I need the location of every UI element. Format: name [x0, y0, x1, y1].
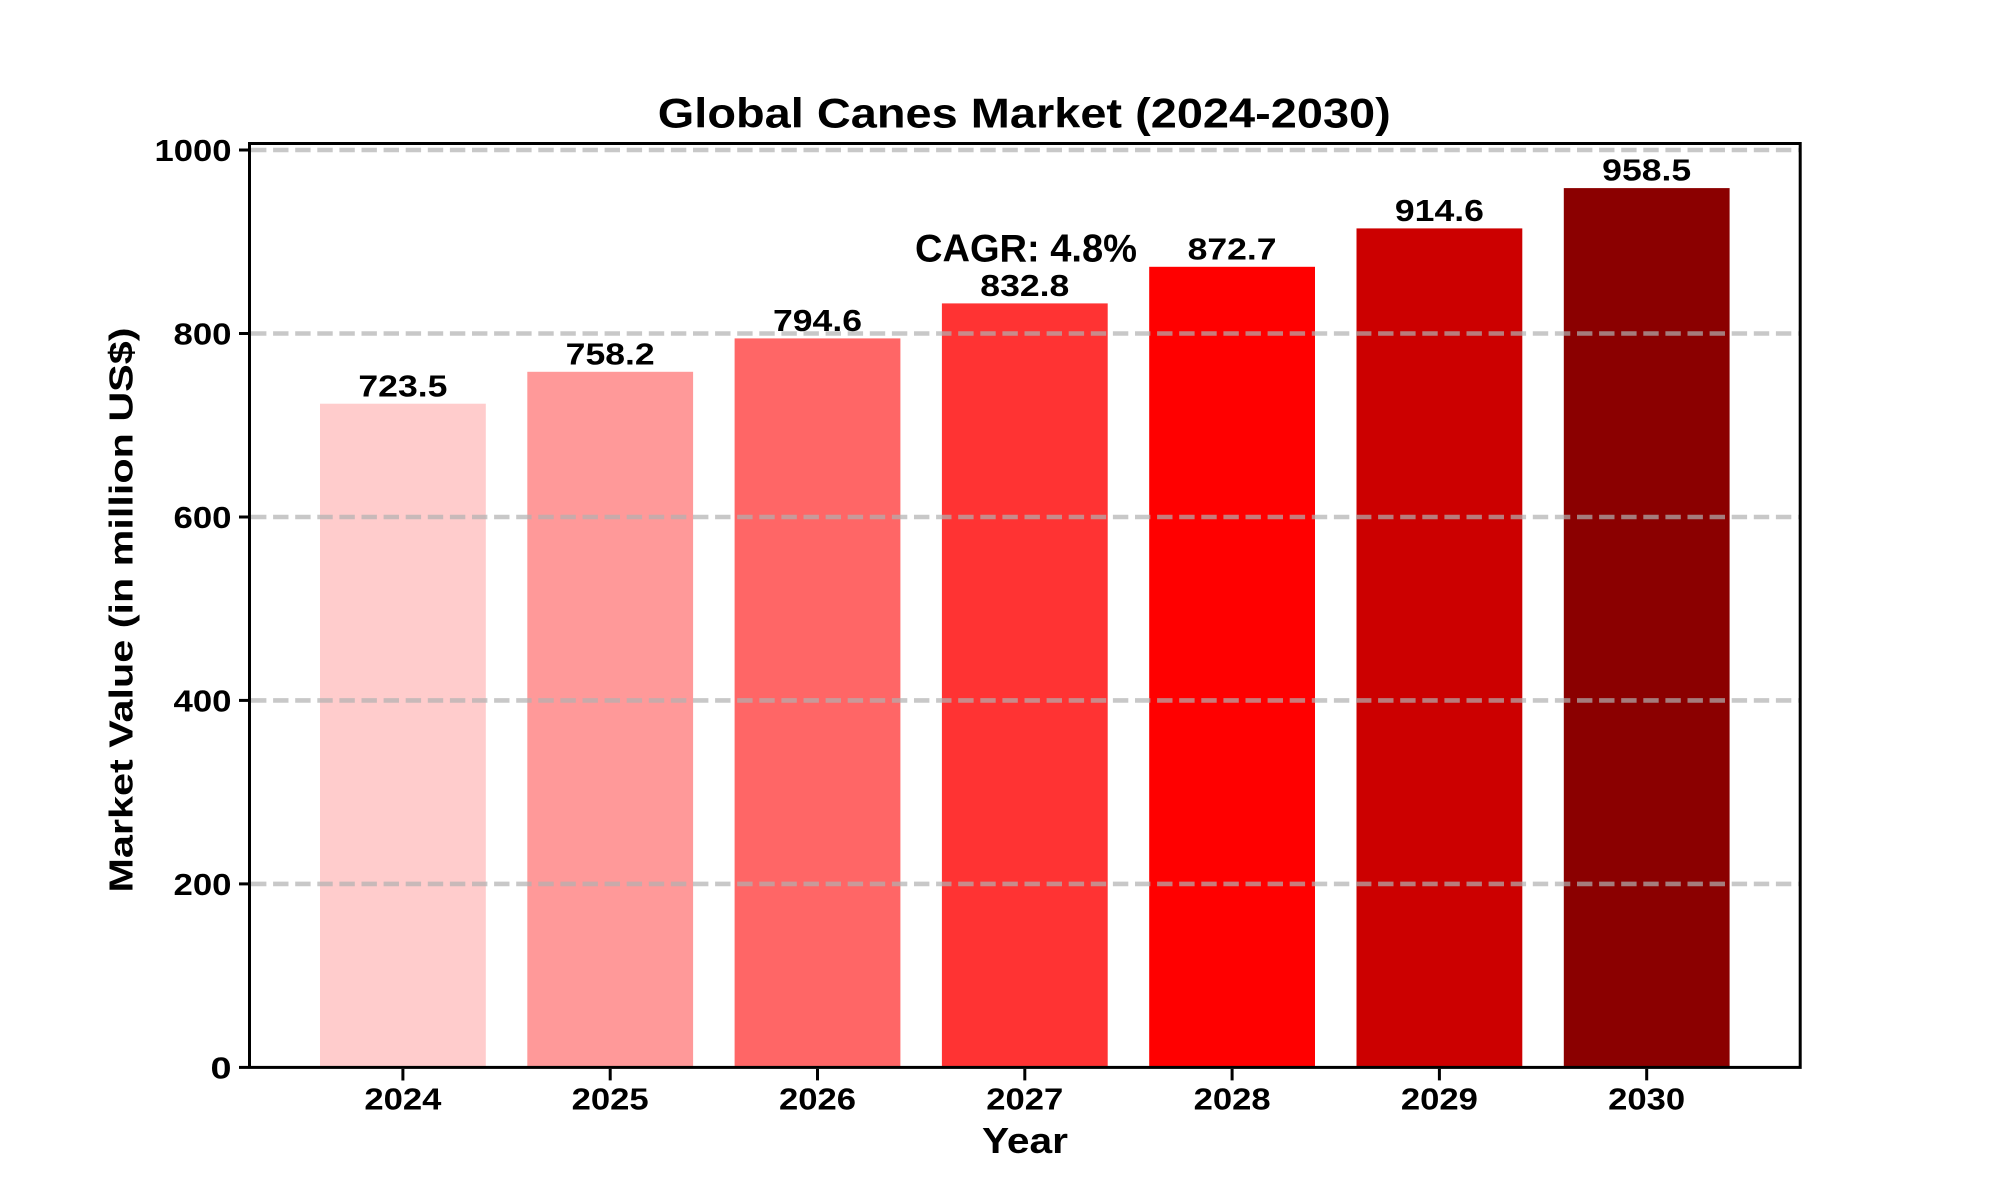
svg-text:2030: 2030	[1608, 1083, 1685, 1117]
svg-text:832.8: 832.8	[980, 269, 1069, 303]
svg-text:2029: 2029	[1401, 1083, 1478, 1117]
svg-text:758.2: 758.2	[566, 338, 655, 372]
svg-text:794.6: 794.6	[773, 304, 862, 338]
svg-text:958.5: 958.5	[1602, 154, 1691, 188]
svg-text:2026: 2026	[779, 1083, 856, 1117]
svg-text:1000: 1000	[155, 134, 232, 168]
svg-text:800: 800	[174, 318, 232, 352]
svg-text:Market Value (in million US$): Market Value (in million US$)	[104, 328, 141, 893]
svg-text:872.7: 872.7	[1188, 232, 1277, 266]
svg-text:600: 600	[174, 501, 232, 535]
svg-text:2025: 2025	[572, 1083, 649, 1117]
svg-text:0: 0	[211, 1052, 232, 1086]
svg-text:Year: Year	[982, 1120, 1068, 1161]
svg-text:CAGR: 4.8%: CAGR: 4.8%	[915, 228, 1137, 271]
svg-text:200: 200	[174, 868, 232, 902]
svg-text:400: 400	[174, 685, 232, 719]
svg-text:Global Canes Market (2024-2030: Global Canes Market (2024-2030)	[658, 89, 1391, 136]
svg-text:914.6: 914.6	[1395, 194, 1484, 228]
svg-text:723.5: 723.5	[358, 369, 447, 403]
svg-text:2027: 2027	[986, 1083, 1063, 1117]
svg-text:2024: 2024	[364, 1083, 441, 1117]
svg-text:2028: 2028	[1194, 1083, 1271, 1117]
